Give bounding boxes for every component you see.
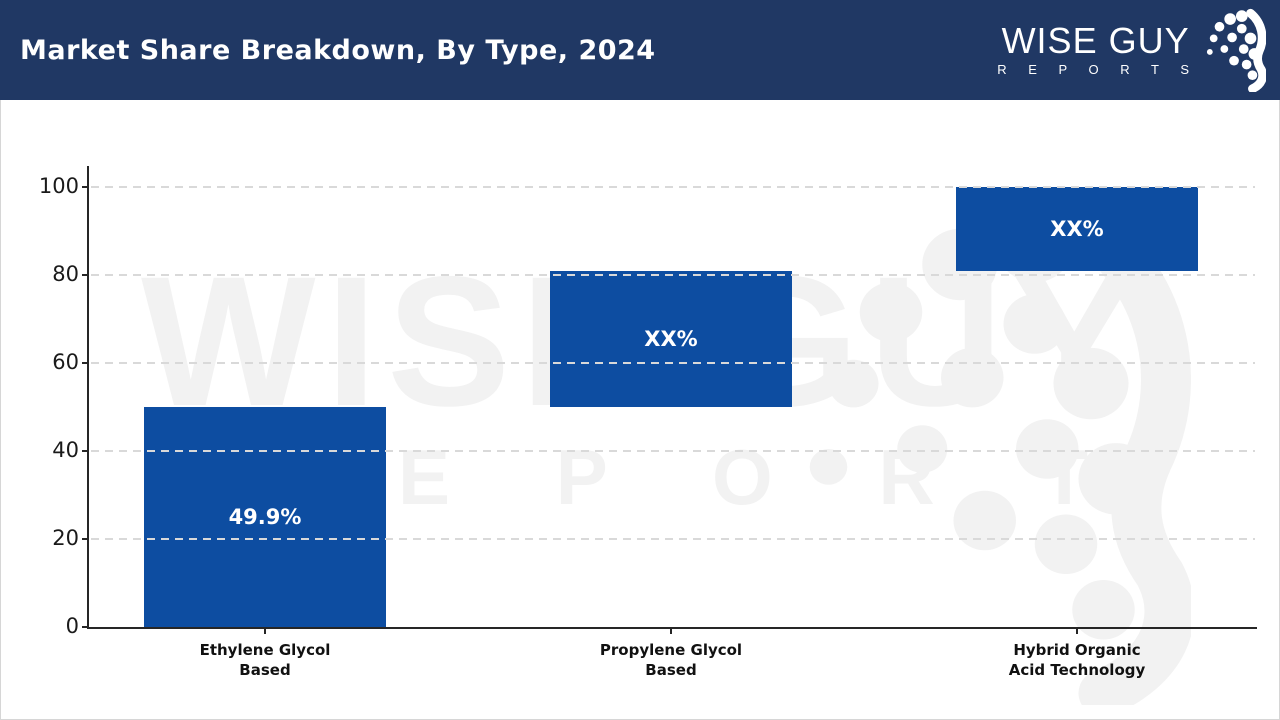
gridline [91,450,1255,452]
gridline [91,274,1255,276]
x-axis-category-label: Propylene Glycol Based [599,641,743,680]
x-axis-line [87,627,1257,629]
market-share-bar: XX% [956,187,1198,271]
y-axis-tick-mark [82,362,89,364]
y-axis-tick-label: 20 [52,526,79,550]
header: Market Share Breakdown, By Type, 2024 WI… [0,0,1280,100]
page-title: Market Share Breakdown, By Type, 2024 [20,34,656,66]
bar-value-label: 49.9% [228,505,302,530]
y-axis-tick-label: 40 [52,438,79,462]
y-axis-line [87,166,89,629]
x-axis-category-label: Ethylene Glycol Based [199,641,331,680]
bar-value-label: XX% [1050,216,1104,241]
brand-subtitle: R E P O R T S [997,62,1198,77]
y-axis-tick-label: 80 [52,262,79,286]
plot-area: 0 20 40 60 80 100 49.9% XX% XX% Ethylene Glycol B… [1,100,1279,719]
y-axis-tick-label: 100 [38,174,79,198]
bar-value-label: XX% [644,327,698,351]
y-axis-tick-mark [82,450,89,452]
y-axis-tick-mark [82,626,89,628]
gridline [91,186,1255,188]
x-axis-tick-mark [670,627,672,634]
gridline [91,538,1255,540]
y-axis-tick-mark [82,186,89,188]
chart-area: WISE GUY R E P O R T S 02040608010049.9%… [0,100,1280,720]
y-axis-tick-mark [82,538,89,540]
market-share-bar: 49.9% [144,407,386,627]
market-share-bar: XX% [550,270,792,408]
gridline [91,362,1255,364]
x-axis-category-label: Hybrid Organic Acid Technology [1008,641,1146,680]
brand-face-icon [1206,8,1266,92]
y-axis-tick-label: 0 [65,614,79,638]
y-axis-tick-label: 60 [52,350,79,374]
x-axis-tick-mark [264,627,266,634]
brand-logo: WISE GUY R E P O R T S [993,6,1266,94]
brand-name: WISE GUY [1001,20,1190,61]
brand-logo-text: WISE GUY R E P O R T S [993,20,1198,78]
y-axis-tick-mark [82,274,89,276]
